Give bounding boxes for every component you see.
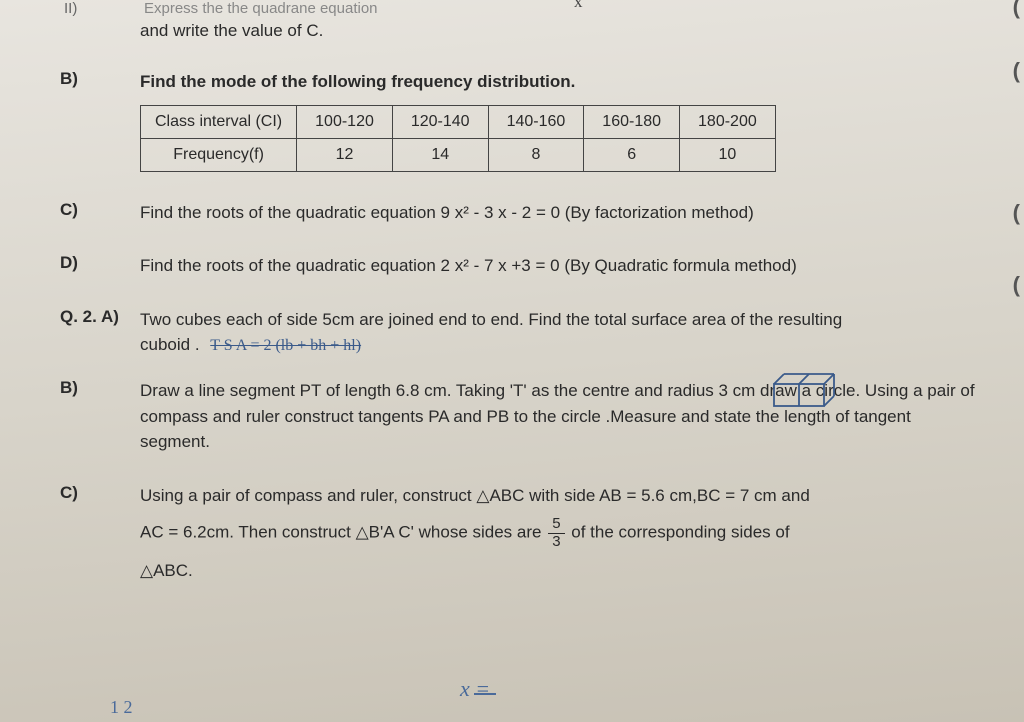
question-d: D) Find the roots of the quadratic equat… [60, 253, 984, 279]
table-cell: 10 [680, 138, 776, 171]
qd-content: Find the roots of the quadratic equation… [140, 253, 984, 279]
marker-2c: C) [60, 483, 140, 503]
marker-b: B) [60, 69, 140, 89]
qc-expr: 9 x² - 3 x - 2 = 0 [441, 203, 561, 222]
q2c-p2c: of the corresponding sides of [567, 522, 790, 541]
table-cell: 12 [297, 138, 393, 171]
triangle-abc: △ABC [476, 486, 524, 505]
edge-paren-1: ( [1013, 0, 1020, 20]
marker-2b: B) [60, 378, 140, 398]
qd-post: (By Quadratic formula method) [560, 256, 797, 275]
page-content: II) Express the the quadrane equation an… [0, 0, 1024, 584]
table-cell: 180-200 [680, 105, 776, 138]
question-2a: Q. 2. A) Two cubes each of side 5cm are … [60, 307, 984, 359]
q2b-text: Draw a line segment PT of length 6.8 cm.… [140, 378, 984, 455]
bottom-scribble: 1 2 [110, 697, 133, 718]
table-cell: 120-140 [392, 105, 488, 138]
cut-off-top-line: II) Express the the quadrane equation [60, 0, 984, 17]
cut-fragment: Express the the quadrane equation [144, 0, 378, 17]
marker-c: C) [60, 200, 140, 220]
fraction-5-3: 53 [548, 516, 564, 550]
q2c-content: Using a pair of compass and ruler, const… [140, 483, 984, 584]
q2a-line2-pre: cuboid . [140, 335, 200, 354]
q2c-p1b: with side AB = 5.6 cm,BC = 7 cm and [524, 486, 809, 505]
edge-paren-2: ( [1013, 58, 1020, 84]
table-cell: 100-120 [297, 105, 393, 138]
qd-pre: Find the roots of the quadratic equation [140, 256, 441, 275]
qc-post: (By factorization method) [560, 203, 754, 222]
table-row: Class interval (CI) 100-120 120-140 140-… [141, 105, 776, 138]
q2a-line1: Two cubes each of side 5cm are joined en… [140, 307, 984, 333]
edge-paren-4: ( [1013, 272, 1020, 298]
q2c-p3: △ABC. [140, 558, 984, 584]
table-cell: Class interval (CI) [141, 105, 297, 138]
table-cell: 160-180 [584, 105, 680, 138]
qc-pre: Find the roots of the quadratic equation [140, 203, 441, 222]
cut-marker: II) [60, 0, 144, 17]
q2c-p2b: whose sides are [414, 522, 546, 541]
table-cell: 8 [488, 138, 584, 171]
frac-num: 5 [548, 516, 564, 534]
hand-x-text: x = [460, 676, 490, 701]
cuboid-sketch-icon [770, 370, 840, 410]
table-cell: Frequency(f) [141, 138, 297, 171]
handwritten-formula: T S A = 2 (lb + bh + hl) [210, 334, 361, 358]
q2c-p2a: AC = 6.2cm. Then construct [140, 522, 356, 541]
question-2b: B) Draw a line segment PT of length 6.8 … [60, 378, 984, 455]
marker-d: D) [60, 253, 140, 273]
q2a-line2: cuboid . T S A = 2 (lb + bh + hl) [140, 332, 984, 358]
table-cell: 6 [584, 138, 680, 171]
cut-off-variable: x [574, 0, 583, 12]
table-row: Frequency(f) 12 14 8 6 10 [141, 138, 776, 171]
marker-2a: Q. 2. A) [60, 307, 140, 327]
frequency-table: Class interval (CI) 100-120 120-140 140-… [140, 105, 776, 172]
qc-content: Find the roots of the quadratic equation… [140, 200, 984, 226]
question-c: C) Find the roots of the quadratic equat… [60, 200, 984, 226]
frac-den: 3 [548, 534, 564, 551]
qd-expr: 2 x² - 7 x +3 = 0 [441, 256, 560, 275]
edge-paren-3: ( [1013, 200, 1020, 226]
triangle-bac-prime: △B'A C' [356, 522, 414, 541]
top-fragment-line2: and write the value of C. [140, 21, 984, 41]
qb-text: Find the mode of the following frequency… [140, 69, 984, 95]
handwritten-x-equals: x = [460, 676, 490, 702]
question-2c: C) Using a pair of compass and ruler, co… [60, 483, 984, 584]
q2c-p1a: Using a pair of compass and ruler, const… [140, 486, 476, 505]
table-cell: 14 [392, 138, 488, 171]
question-b: B) Find the mode of the following freque… [60, 69, 984, 172]
table-cell: 140-160 [488, 105, 584, 138]
